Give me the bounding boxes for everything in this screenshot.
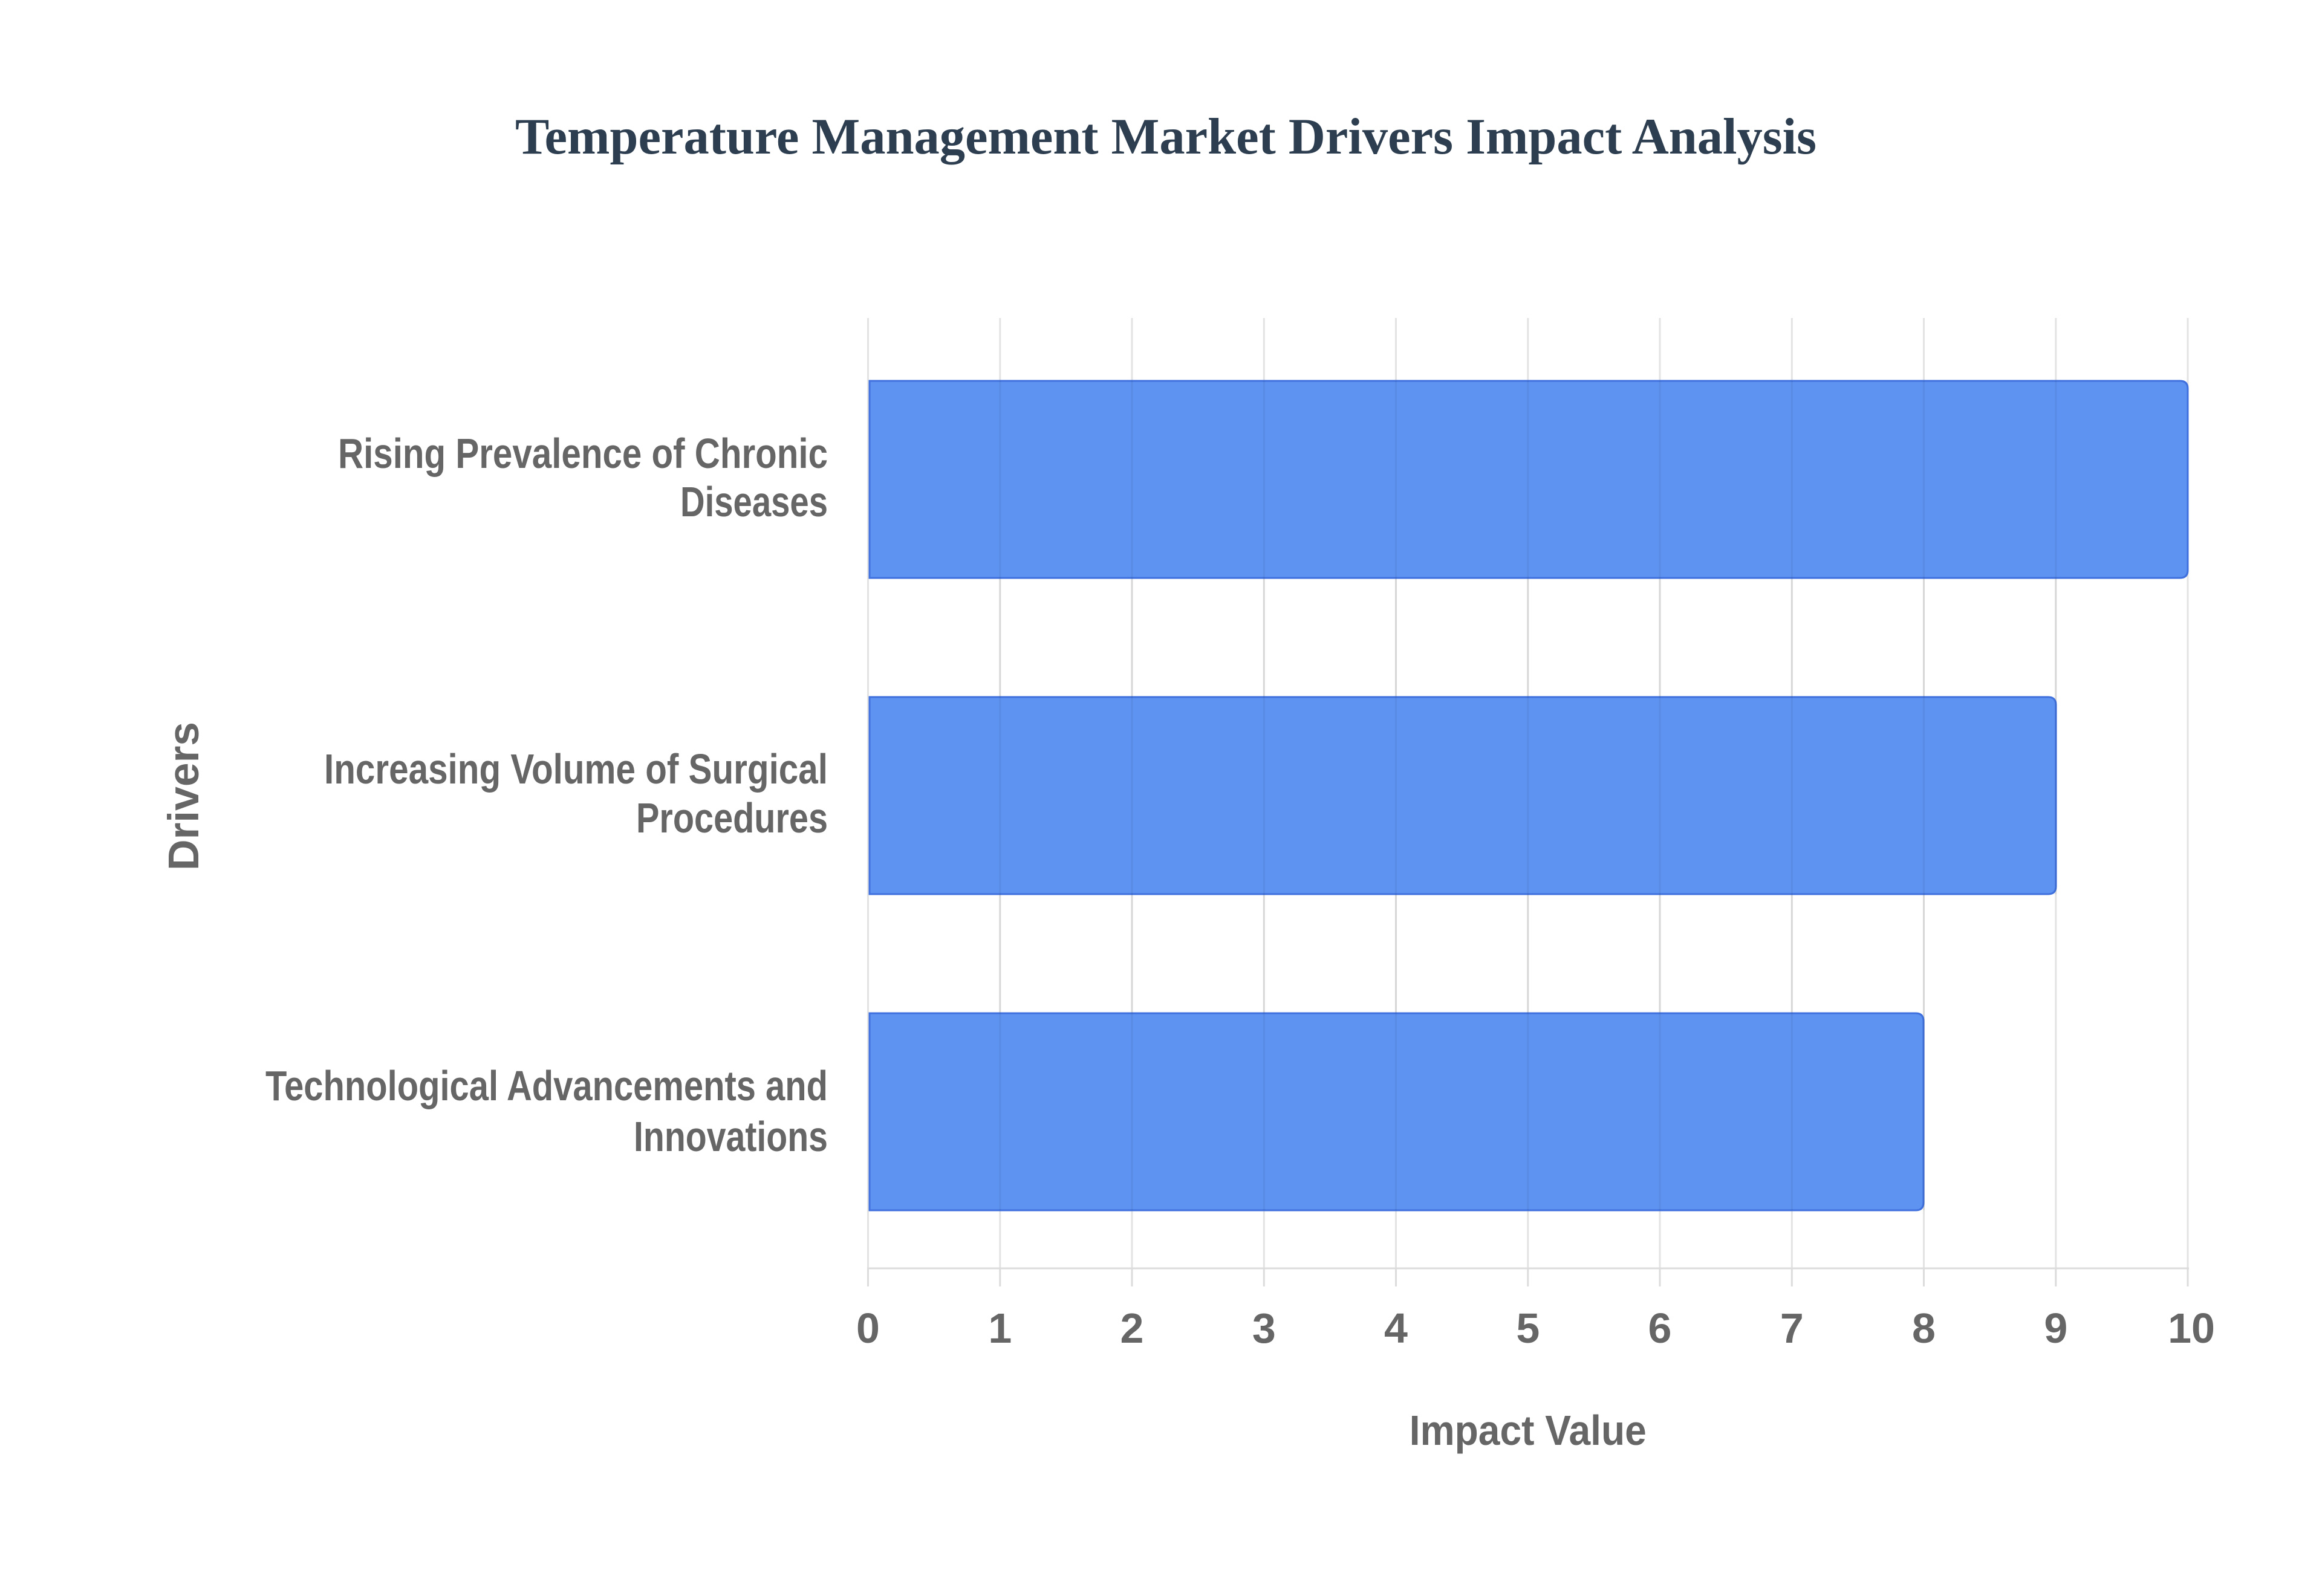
svg-text:Impact Value: Impact Value — [1410, 1407, 1647, 1454]
svg-text:Procedures: Procedures — [636, 794, 828, 842]
svg-text:5: 5 — [1516, 1305, 1540, 1352]
svg-text:4: 4 — [1384, 1305, 1408, 1352]
svg-text:10: 10 — [2168, 1305, 2215, 1352]
svg-text:Diseases: Diseases — [680, 478, 828, 525]
svg-text:Innovations: Innovations — [634, 1113, 828, 1160]
svg-text:2: 2 — [1120, 1305, 1144, 1352]
svg-text:Increasing Volume of Surgical: Increasing Volume of Surgical — [324, 745, 828, 793]
svg-text:Drivers: Drivers — [160, 722, 208, 871]
svg-text:Rising Prevalence of Chronic: Rising Prevalence of Chronic — [338, 430, 828, 477]
svg-text:9: 9 — [2044, 1305, 2067, 1352]
svg-text:8: 8 — [1912, 1305, 1936, 1352]
svg-text:1: 1 — [988, 1305, 1012, 1352]
svg-text:Technological Advancements and: Technological Advancements and — [265, 1062, 828, 1109]
svg-text:7: 7 — [1780, 1305, 1804, 1352]
svg-text:6: 6 — [1648, 1305, 1672, 1352]
svg-text:0: 0 — [856, 1305, 880, 1352]
svg-text:3: 3 — [1252, 1305, 1276, 1352]
svg-text:Temperature Management Market: Temperature Management Market Drivers Im… — [515, 109, 1816, 165]
